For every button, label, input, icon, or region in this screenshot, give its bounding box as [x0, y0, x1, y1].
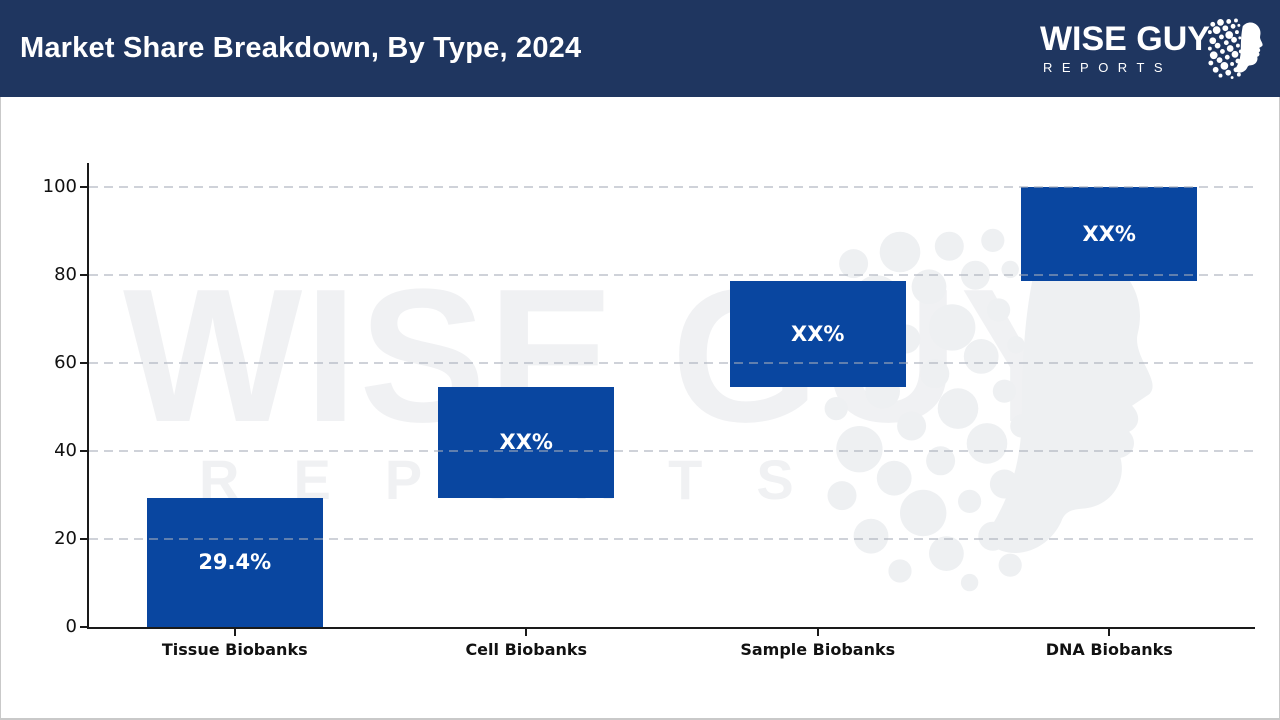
bar-value-label: XX% — [1082, 222, 1136, 247]
y-axis-tick-label: 40 — [54, 440, 77, 461]
header: Market Share Breakdown, By Type, 2024 WI… — [0, 0, 1280, 97]
y-axis-tick — [80, 362, 87, 364]
bar-value-label: XX% — [499, 430, 553, 455]
x-axis-tick-label: Tissue Biobanks — [161, 640, 308, 659]
bar-segment — [1021, 187, 1198, 282]
x-axis-tick-label: DNA Biobanks — [1045, 640, 1173, 659]
plot-area: 29.4% XX% XX% XX% 0 20 40 60 80 100 Tissue Biobank… — [1, 97, 1279, 718]
y-axis-tick — [80, 626, 87, 628]
gridline — [89, 362, 1255, 364]
x-axis-tick-label: Sample Biobanks — [740, 640, 896, 659]
gridline — [89, 274, 1255, 276]
y-axis-tick-label: 60 — [54, 352, 77, 373]
page-title: Market Share Breakdown, By Type, 2024 — [20, 32, 582, 64]
gridline — [89, 186, 1255, 188]
y-axis-tick-label: 80 — [54, 264, 77, 285]
x-axis-tick — [1108, 629, 1111, 636]
bar-value-label: 29.4% — [198, 550, 272, 575]
chart-card: WISE GUY REPORTS 29.4%XX%XX%XX%020406080… — [0, 97, 1280, 720]
logo-subtext: REPORTS — [1042, 60, 1173, 75]
y-axis-tick — [80, 274, 87, 276]
bar-segment — [729, 281, 906, 388]
logo-face-icon — [1206, 17, 1264, 81]
x-axis-tick-label: Cell Biobanks — [465, 640, 588, 659]
y-axis-tick-label: 0 — [65, 616, 77, 637]
bar-segment — [438, 387, 615, 498]
logo-wordmark: WISE GUY — [1039, 20, 1210, 58]
y-axis-tick — [80, 186, 87, 188]
gridline — [89, 538, 1255, 540]
bar-value-label: XX% — [791, 322, 845, 347]
brand-logo: WISE GUY REPORTS — [1040, 17, 1264, 81]
y-axis-tick — [80, 450, 87, 452]
y-axis-tick-label: 100 — [42, 176, 77, 197]
x-axis-tick — [233, 629, 236, 636]
gridline — [89, 450, 1255, 452]
y-axis-line — [87, 163, 89, 629]
x-axis-tick — [816, 629, 819, 636]
brand-logo-text: WISE GUY REPORTS — [1040, 22, 1210, 75]
x-axis-line — [87, 627, 1255, 629]
x-axis-tick — [525, 629, 528, 636]
y-axis-tick-label: 20 — [54, 528, 77, 549]
y-axis-tick — [80, 538, 87, 540]
bar-segment — [146, 497, 323, 627]
